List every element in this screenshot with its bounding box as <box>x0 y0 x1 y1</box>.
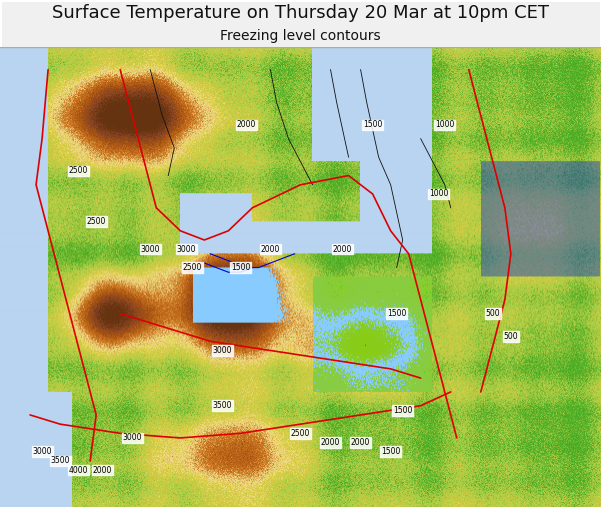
Text: 1500: 1500 <box>387 309 406 318</box>
Text: Surface Temperature on Thursday 20 Mar at 10pm CET: Surface Temperature on Thursday 20 Mar a… <box>52 4 549 22</box>
Text: 2000: 2000 <box>321 438 340 447</box>
Text: 2000: 2000 <box>237 120 256 129</box>
Text: 2000: 2000 <box>333 245 352 254</box>
Text: Freezing level contours: Freezing level contours <box>220 29 381 44</box>
Text: 2500: 2500 <box>291 429 310 438</box>
Text: 4000: 4000 <box>69 465 88 475</box>
Text: 2500: 2500 <box>183 263 202 272</box>
Text: 3000: 3000 <box>213 346 232 355</box>
Text: 2500: 2500 <box>69 166 88 175</box>
Text: 1000: 1000 <box>429 190 448 198</box>
Text: 1000: 1000 <box>435 120 454 129</box>
Text: 1500: 1500 <box>363 120 382 129</box>
Text: 2000: 2000 <box>261 245 280 254</box>
Text: 1500: 1500 <box>231 263 250 272</box>
Text: 3000: 3000 <box>123 433 142 443</box>
Text: 3000: 3000 <box>141 245 160 254</box>
Text: 3000: 3000 <box>177 245 196 254</box>
Text: 2000: 2000 <box>351 438 370 447</box>
Text: 1500: 1500 <box>393 406 412 415</box>
Text: 500: 500 <box>504 332 518 341</box>
Text: 3000: 3000 <box>32 447 52 456</box>
Text: 500: 500 <box>486 309 500 318</box>
Text: 3500: 3500 <box>213 401 232 410</box>
Text: 3500: 3500 <box>50 456 70 465</box>
Text: 1500: 1500 <box>381 447 400 456</box>
Text: 2000: 2000 <box>93 465 112 475</box>
Text: 2500: 2500 <box>87 217 106 226</box>
